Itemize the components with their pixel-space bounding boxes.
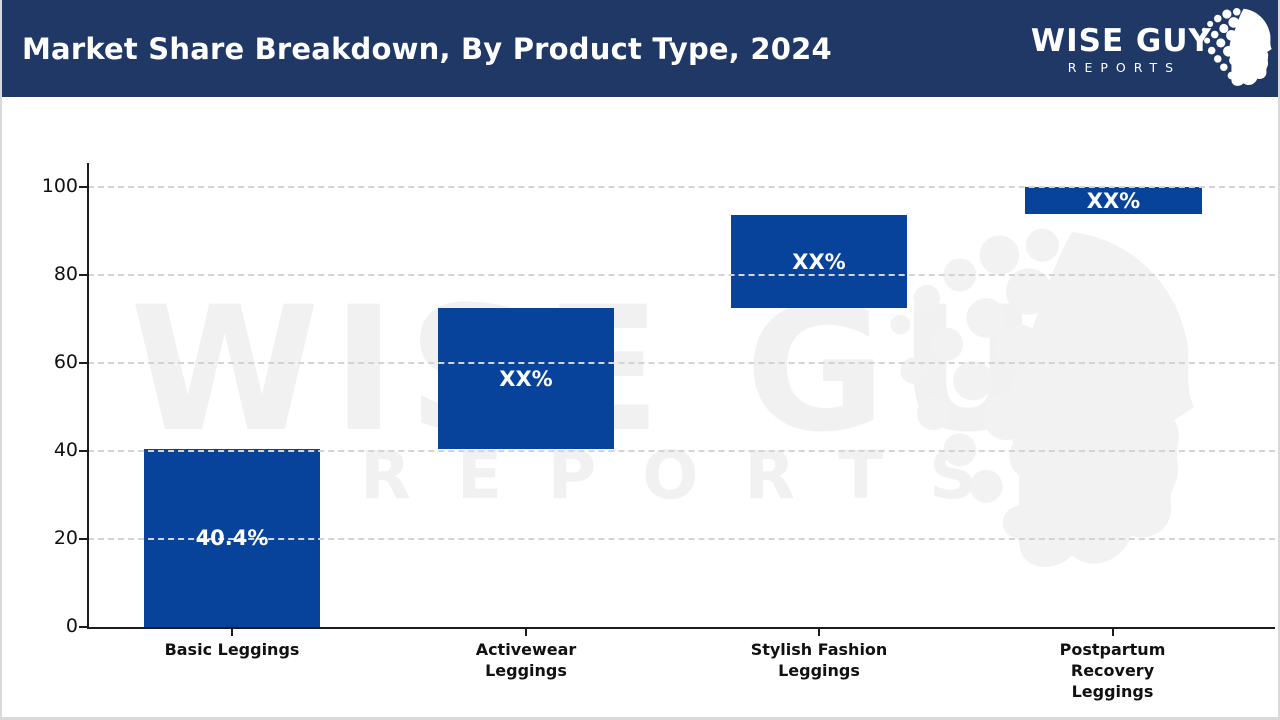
x-category-label: Stylish Fashion Leggings xyxy=(750,640,888,680)
y-tick xyxy=(79,186,88,188)
page-title: Market Share Breakdown, By Product Type,… xyxy=(22,31,832,66)
bar-value-label: XX% xyxy=(499,366,553,391)
gridline-100 xyxy=(88,186,1275,188)
bar-value-label: XX% xyxy=(1086,188,1141,213)
x-tick xyxy=(231,629,233,636)
gridline-60 xyxy=(88,362,1275,364)
x-tick xyxy=(525,629,527,636)
gridline-40 xyxy=(88,450,1275,452)
logo-wordmark: WISE GUY xyxy=(1030,22,1212,59)
x-category-label: Postpartum Recovery Leggings xyxy=(1059,640,1166,701)
y-axis-line xyxy=(87,163,89,629)
logo-text: WISE GUY REPORTS xyxy=(1031,23,1212,75)
gridline-20 xyxy=(88,538,1275,540)
x-tick xyxy=(818,629,820,636)
y-tick-label: 60 xyxy=(53,351,78,373)
wiseguy-logo: WISE GUY REPORTS xyxy=(1031,6,1274,92)
y-tick-label: 20 xyxy=(53,527,78,549)
x-category-label: Basic Leggings xyxy=(164,640,300,659)
logo-subtitle: REPORTS xyxy=(1067,59,1182,75)
y-tick-label: 40 xyxy=(53,439,78,461)
bar-value-label: 40.4% xyxy=(195,526,269,550)
wiseguy-head-icon xyxy=(1201,7,1272,86)
y-tick xyxy=(79,538,88,540)
y-tick-label: 100 xyxy=(41,175,78,197)
bar-stylish-fashion-leggings xyxy=(731,215,907,308)
y-tick-label: 0 xyxy=(65,615,78,637)
y-tick xyxy=(79,362,88,364)
bar-value-label: XX% xyxy=(792,249,846,274)
x-category-label: Activewear Leggings xyxy=(475,640,577,680)
y-tick xyxy=(79,626,88,628)
chart-canvas: WISE GUY REPORTS xyxy=(2,97,1278,717)
header-bar: Market Share Breakdown, By Product Type,… xyxy=(2,0,1278,97)
x-tick xyxy=(1112,629,1114,636)
x-axis-line xyxy=(87,627,1275,629)
bar-postpartum-recovery-leggings xyxy=(1025,187,1202,214)
y-tick xyxy=(79,450,88,452)
bar-activewear-leggings xyxy=(438,308,614,449)
y-tick xyxy=(79,274,88,276)
watermark-subtitle: REPORTS xyxy=(360,437,1023,514)
y-tick-label: 80 xyxy=(53,263,78,285)
gridline-80 xyxy=(88,274,1275,276)
